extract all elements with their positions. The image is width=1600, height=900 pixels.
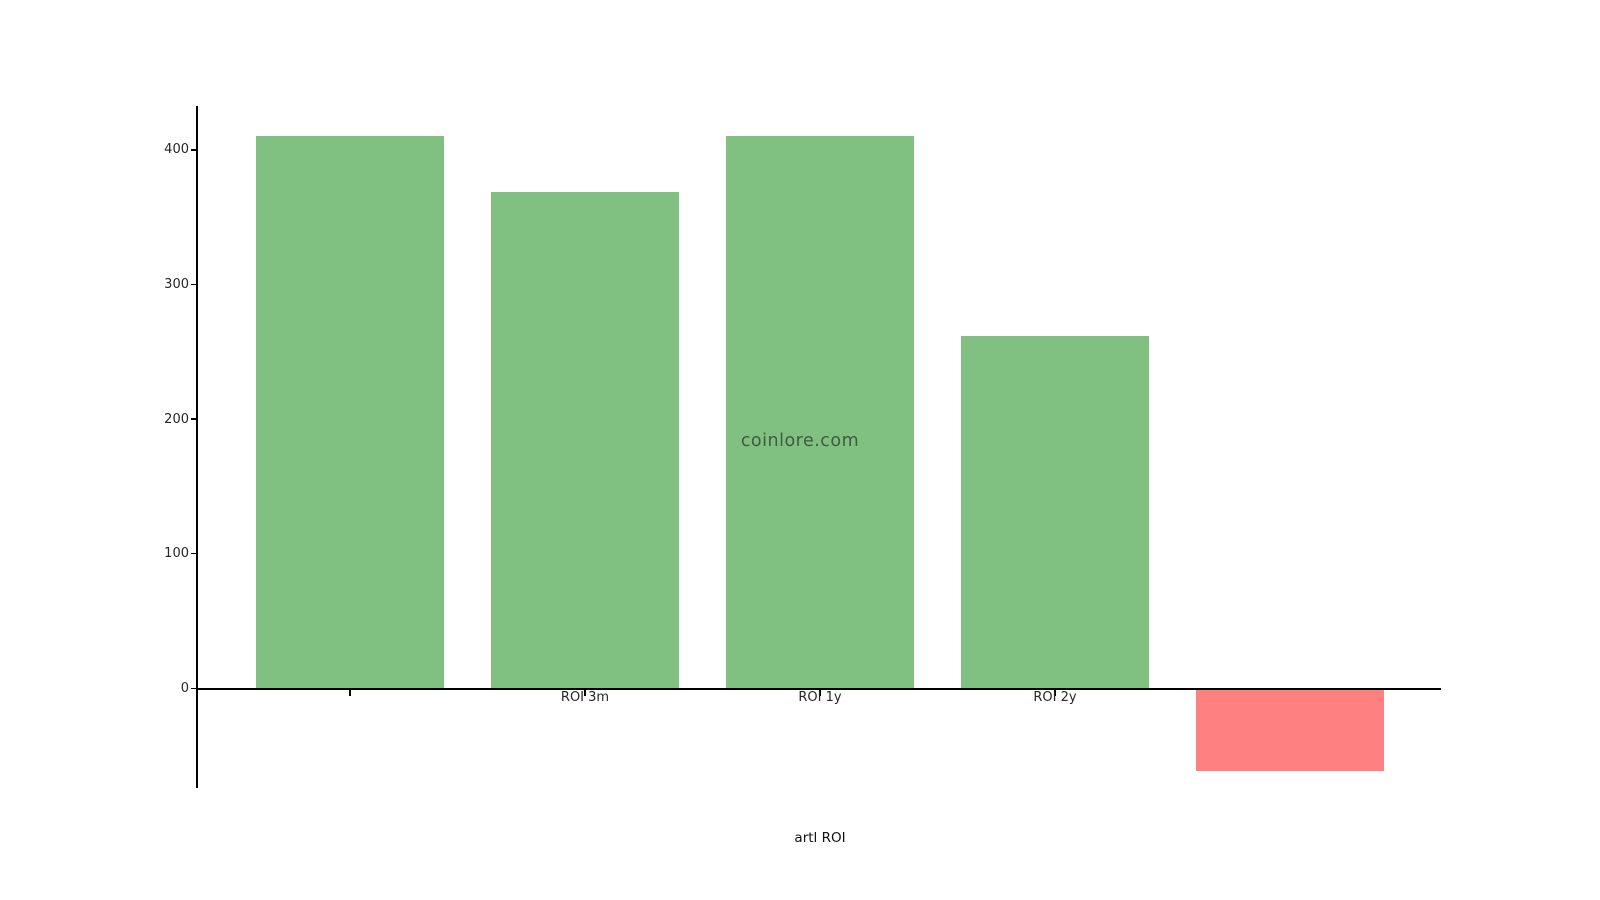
y-tick-label-200: 200 (164, 411, 189, 427)
y-axis-spine (196, 106, 198, 788)
watermark: coinlore.com (740, 431, 860, 451)
y-tick-label-0: 0 (180, 680, 189, 696)
x-tick-0 (349, 688, 351, 696)
bar-roi-1y (726, 136, 914, 689)
bar-roi-2y (961, 335, 1149, 689)
x-tick-label-roi-1y: ROI 1y (798, 690, 842, 705)
y-tick-label-400: 400 (164, 142, 189, 158)
bar-roi-3m (491, 191, 679, 689)
y-tick-300 (191, 283, 196, 286)
x-axis-zero-line (196, 688, 1441, 690)
y-tick-label-100: 100 (164, 546, 189, 562)
bar-unlabeled-0 (256, 136, 444, 689)
y-tick-200 (191, 418, 196, 420)
bar-unlabeled-4 (1196, 689, 1384, 771)
y-tick-100 (191, 553, 196, 555)
x-tick-label-roi-3m: ROI 3m (560, 690, 610, 705)
y-tick-400 (191, 149, 196, 151)
x-tick-label-roi-2y: ROI 2y (1033, 690, 1077, 705)
y-tick-0 (191, 687, 196, 689)
x-tick-2 (819, 688, 821, 696)
x-axis-title: artl ROI (794, 830, 846, 846)
y-tick-label-300: 300 (164, 277, 189, 292)
x-tick-3 (1054, 688, 1056, 696)
x-tick-1 (584, 688, 586, 696)
